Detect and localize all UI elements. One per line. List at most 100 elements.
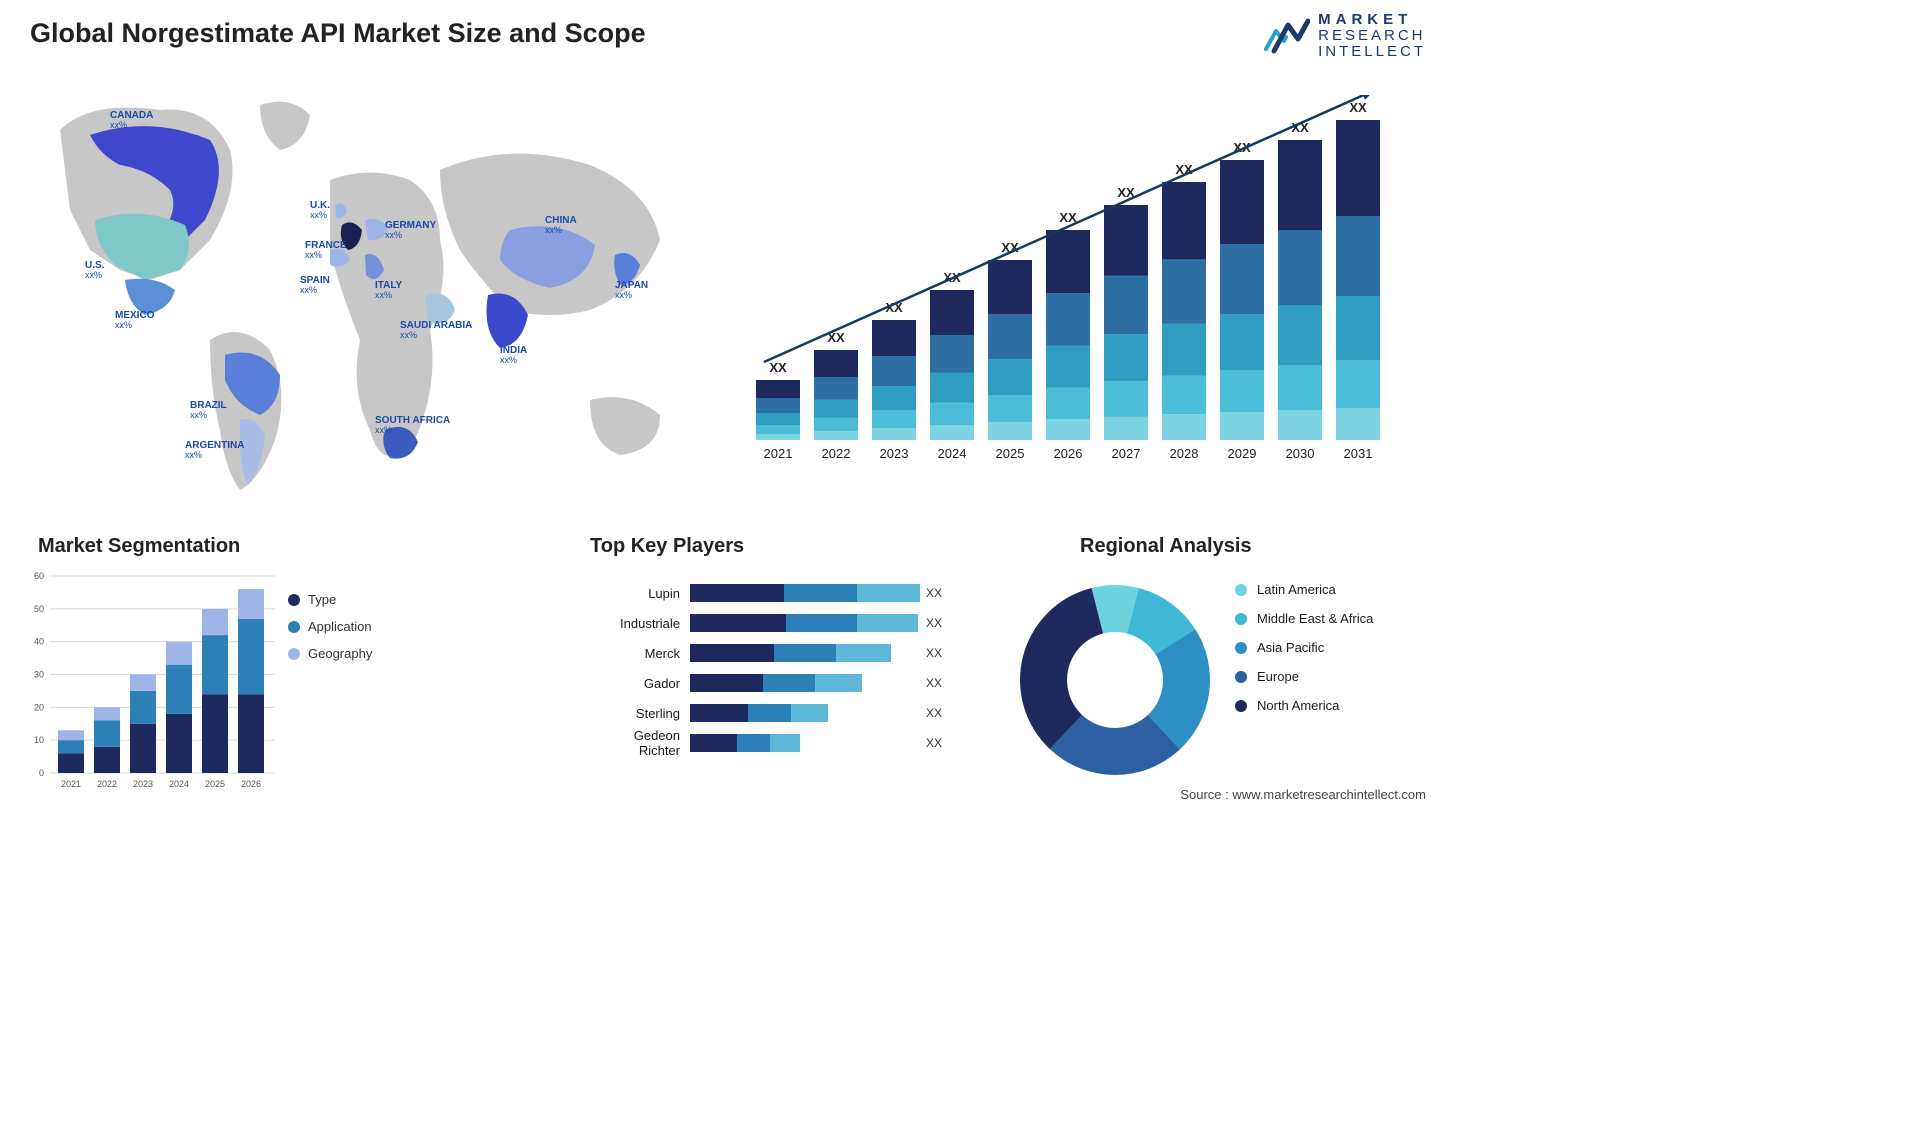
player-value: XX xyxy=(920,706,950,720)
player-bar xyxy=(690,584,920,602)
player-bar-segment xyxy=(748,704,792,722)
svg-text:2031: 2031 xyxy=(1344,446,1373,461)
player-bar-segment xyxy=(690,704,748,722)
player-bar-segment xyxy=(774,644,837,662)
player-bar-segment xyxy=(690,584,784,602)
svg-text:2022: 2022 xyxy=(97,779,117,789)
logo-icon xyxy=(1264,13,1310,59)
svg-text:XX: XX xyxy=(1349,100,1367,115)
player-bar xyxy=(690,614,920,632)
map-label: CHINAxx% xyxy=(545,215,577,236)
map-label: SOUTH AFRICAxx% xyxy=(375,415,450,436)
legend-label: Asia Pacific xyxy=(1257,640,1324,655)
legend-label: Application xyxy=(308,619,372,634)
map-svg xyxy=(30,70,690,495)
key-players-heading: Top Key Players xyxy=(590,535,744,558)
donut-svg xyxy=(1010,575,1220,785)
legend-item: Latin America xyxy=(1235,582,1373,597)
legend-label: Europe xyxy=(1257,669,1299,684)
legend-label: Geography xyxy=(308,646,372,661)
map-label: SPAINxx% xyxy=(300,275,330,296)
map-label: INDIAxx% xyxy=(500,345,527,366)
svg-text:2023: 2023 xyxy=(133,779,153,789)
svg-text:0: 0 xyxy=(39,768,44,778)
player-row: IndustrialeXX xyxy=(590,608,990,638)
player-bar-segment xyxy=(737,734,770,752)
svg-text:10: 10 xyxy=(34,735,44,745)
regional-legend: Latin America Middle East & Africa Asia Pa… xyxy=(1235,582,1373,727)
legend-swatch xyxy=(1235,700,1247,712)
player-bar-segment xyxy=(786,614,857,632)
world-map: CANADAxx%U.S.xx%MEXICOxx%BRAZILxx%ARGENT… xyxy=(30,70,690,495)
map-label: GERMANYxx% xyxy=(385,220,436,241)
player-bar-segment xyxy=(690,614,786,632)
segmentation-svg: 0102030405060202120222023202420252026 xyxy=(20,568,280,798)
key-players-chart: LupinXXIndustrialeXXMerckXXGadorXXSterli… xyxy=(590,578,990,758)
player-bar-segment xyxy=(763,674,815,692)
map-label: ARGENTINAxx% xyxy=(185,440,244,461)
legend-item: North America xyxy=(1235,698,1373,713)
svg-text:2026: 2026 xyxy=(241,779,261,789)
map-label: U.K.xx% xyxy=(310,200,330,221)
player-bar-segment xyxy=(815,674,862,692)
map-label: JAPANxx% xyxy=(615,280,648,301)
legend-item: Asia Pacific xyxy=(1235,640,1373,655)
player-bar-segment xyxy=(690,674,763,692)
legend-item: Europe xyxy=(1235,669,1373,684)
player-value: XX xyxy=(920,646,950,660)
player-bar-segment xyxy=(770,734,799,752)
svg-text:2029: 2029 xyxy=(1228,446,1257,461)
legend-swatch xyxy=(288,594,300,606)
svg-text:2023: 2023 xyxy=(880,446,909,461)
svg-text:2027: 2027 xyxy=(1112,446,1141,461)
player-value: XX xyxy=(920,586,950,600)
player-value: XX xyxy=(920,736,950,750)
player-bar xyxy=(690,704,920,722)
svg-text:2024: 2024 xyxy=(938,446,967,461)
legend-label: North America xyxy=(1257,698,1339,713)
brand-logo: MARKET RESEARCH INTELLECT xyxy=(1264,12,1426,59)
player-bar-segment xyxy=(857,614,918,632)
segmentation-chart: 0102030405060202120222023202420252026 xyxy=(20,568,280,798)
svg-text:60: 60 xyxy=(34,571,44,581)
player-row: LupinXX xyxy=(590,578,990,608)
logo-line-3: INTELLECT xyxy=(1318,44,1426,60)
player-bar-segment xyxy=(784,584,857,602)
player-name: Merck xyxy=(590,646,690,661)
player-name: Sterling xyxy=(590,706,690,721)
svg-text:20: 20 xyxy=(34,702,44,712)
legend-swatch xyxy=(1235,584,1247,596)
svg-text:XX: XX xyxy=(769,360,787,375)
segmentation-heading: Market Segmentation xyxy=(38,535,240,558)
player-row: Sterling XX xyxy=(590,698,990,728)
player-bar-segment xyxy=(690,734,737,752)
svg-text:2025: 2025 xyxy=(996,446,1025,461)
regional-donut xyxy=(1010,575,1220,785)
svg-text:2024: 2024 xyxy=(169,779,189,789)
map-label: FRANCExx% xyxy=(305,240,347,261)
map-label: BRAZILxx% xyxy=(190,400,227,421)
player-bar-segment xyxy=(857,584,920,602)
legend-label: Middle East & Africa xyxy=(1257,611,1373,626)
player-row: Gedeon Richter XX xyxy=(590,728,990,758)
player-bar-segment xyxy=(836,644,890,662)
legend-swatch xyxy=(288,648,300,660)
player-name: Gedeon Richter xyxy=(590,728,690,758)
map-label: SAUDI ARABIAxx% xyxy=(400,320,472,341)
player-bar-segment xyxy=(690,644,774,662)
legend-item: Geography xyxy=(288,646,372,661)
legend-item: Application xyxy=(288,619,372,634)
map-label: U.S.xx% xyxy=(85,260,104,281)
player-row: Merck XX xyxy=(590,638,990,668)
svg-text:2026: 2026 xyxy=(1054,446,1083,461)
segmentation-legend: Type Application Geography xyxy=(288,592,372,673)
svg-text:50: 50 xyxy=(34,604,44,614)
player-bar xyxy=(690,674,920,692)
logo-line-1: MARKET xyxy=(1318,12,1426,28)
legend-label: Latin America xyxy=(1257,582,1336,597)
legend-label: Type xyxy=(308,592,336,607)
legend-swatch xyxy=(1235,613,1247,625)
player-value: XX xyxy=(920,616,950,630)
logo-text: MARKET RESEARCH INTELLECT xyxy=(1318,12,1426,59)
page-title: Global Norgestimate API Market Size and … xyxy=(30,18,646,49)
